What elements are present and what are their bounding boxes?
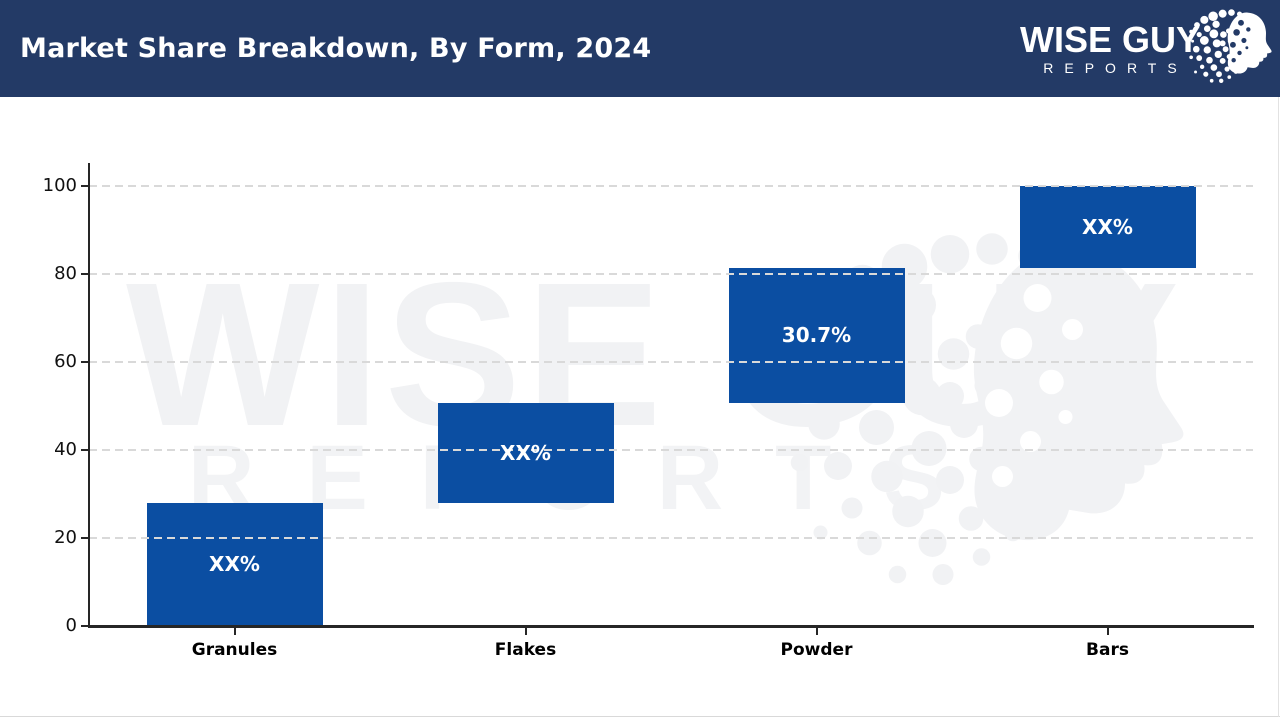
y-axis-tick xyxy=(81,361,89,363)
x-axis-tick xyxy=(815,628,818,635)
category-label-flakes: Flakes xyxy=(494,640,557,660)
category-label-bars: Bars xyxy=(1086,640,1129,660)
page-right-border xyxy=(1278,97,1279,717)
gridline-80 xyxy=(89,273,1253,275)
y-axis-tick-label: 0 xyxy=(65,615,77,636)
x-axis-line xyxy=(88,625,1254,628)
y-axis-tick xyxy=(81,185,89,187)
y-axis-tick xyxy=(81,273,89,275)
bar-flakes xyxy=(437,402,614,503)
gridline-100 xyxy=(89,185,1253,187)
y-axis-tick-label: 60 xyxy=(54,351,77,372)
gridline-40 xyxy=(89,449,1253,451)
category-label-granules: Granules xyxy=(191,640,278,660)
y-axis-line xyxy=(88,163,90,628)
y-axis-tick xyxy=(81,625,89,627)
logo-reports-text: REPORTS xyxy=(1043,60,1188,76)
bar-value-label: 30.7% xyxy=(781,323,852,348)
x-axis-tick xyxy=(524,628,527,635)
y-axis-tick xyxy=(81,449,89,451)
y-axis-tick-label: 20 xyxy=(54,527,77,548)
header: Market Share Breakdown, By Form, 2024 WI… xyxy=(0,0,1280,97)
wiseguy-logo-text: WISE GUY REPORTS xyxy=(1019,19,1200,76)
logo-brand-text: WISE GUY xyxy=(1019,19,1200,60)
category-label-powder: Powder xyxy=(780,640,853,660)
page-bottom-border xyxy=(0,716,1280,717)
bar-granules xyxy=(146,502,323,626)
y-axis-tick xyxy=(81,537,89,539)
y-axis-tick-label: 80 xyxy=(54,263,77,284)
bar-value-label: XX% xyxy=(500,440,551,465)
page-title: Market Share Breakdown, By Form, 2024 xyxy=(20,33,652,64)
bar-value-label: XX% xyxy=(209,552,260,577)
y-axis-tick-label: 100 xyxy=(42,175,77,196)
wiseguy-logo: WISE GUY REPORTS xyxy=(1020,0,1274,97)
bar-value-label: XX% xyxy=(1082,214,1133,239)
gridline-20 xyxy=(89,537,1253,539)
x-axis-tick xyxy=(1106,628,1109,635)
x-axis-tick xyxy=(233,628,236,635)
gridline-60 xyxy=(89,361,1253,363)
y-axis-tick-label: 40 xyxy=(54,439,77,460)
